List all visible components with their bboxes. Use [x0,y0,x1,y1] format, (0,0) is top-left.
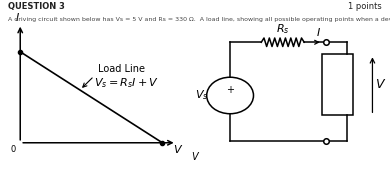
Text: $R_s$: $R_s$ [276,22,289,36]
Text: $V_s = R_sI + V$: $V_s = R_sI + V$ [94,76,159,90]
Text: I: I [16,13,19,23]
Text: 0: 0 [11,145,16,154]
Text: 1 points: 1 points [348,2,382,11]
Text: $I$: $I$ [316,26,321,38]
Text: A driving circuit shown below has Vs = 5 V and Rs = 330 Ω.  A load line, showing: A driving circuit shown below has Vs = 5… [8,17,390,22]
Text: $V$: $V$ [375,78,386,91]
Text: V: V [173,145,180,155]
Text: +: + [226,85,234,95]
Text: $V_s$: $V_s$ [195,89,209,102]
Bar [322,54,353,115]
Text: Load Line: Load Line [98,64,145,74]
Text: QUESTION 3: QUESTION 3 [8,2,65,11]
Text: $V$: $V$ [191,150,200,162]
